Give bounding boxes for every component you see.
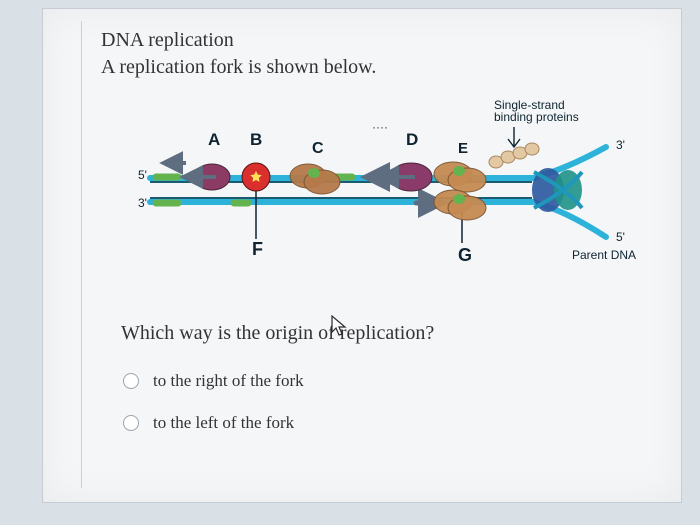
choice-label: to the right of the fork [153, 371, 304, 391]
card-title: DNA replication [101, 29, 651, 52]
svg-text:A: A [208, 130, 220, 149]
svg-text:3': 3' [616, 138, 625, 152]
svg-text:3': 3' [138, 196, 147, 210]
svg-text:Parent DNA: Parent DNA [572, 248, 636, 262]
choice-left-of-fork[interactable]: to the left of the fork [123, 413, 651, 433]
radio-icon [123, 415, 139, 431]
question-text: Which way is the origin of replication? [121, 322, 651, 345]
svg-text:G: G [458, 245, 472, 265]
svg-text:binding proteins: binding proteins [494, 110, 579, 124]
svg-text:D: D [406, 130, 418, 149]
svg-text:F: F [252, 239, 263, 259]
svg-text:C: C [312, 140, 324, 157]
card-subtitle: A replication fork is shown below. [101, 56, 651, 79]
svg-text:E: E [458, 140, 468, 157]
svg-text:B: B [250, 130, 262, 149]
radio-icon [123, 373, 139, 389]
left-rule [81, 21, 82, 488]
answer-choices: to the right of the fork to the left of … [123, 371, 651, 433]
svg-text:····: ···· [372, 120, 388, 134]
svg-text:5': 5' [138, 168, 147, 182]
question-card: DNA replication A replication fork is sh… [42, 8, 682, 503]
replication-fork-svg: ABCDEFGSingle-strandbinding proteins5'3'… [116, 87, 636, 292]
svg-text:5': 5' [616, 230, 625, 244]
choice-right-of-fork[interactable]: to the right of the fork [123, 371, 651, 391]
replication-fork-figure: ABCDEFGSingle-strandbinding proteins5'3'… [116, 87, 636, 292]
choice-label: to the left of the fork [153, 413, 294, 433]
